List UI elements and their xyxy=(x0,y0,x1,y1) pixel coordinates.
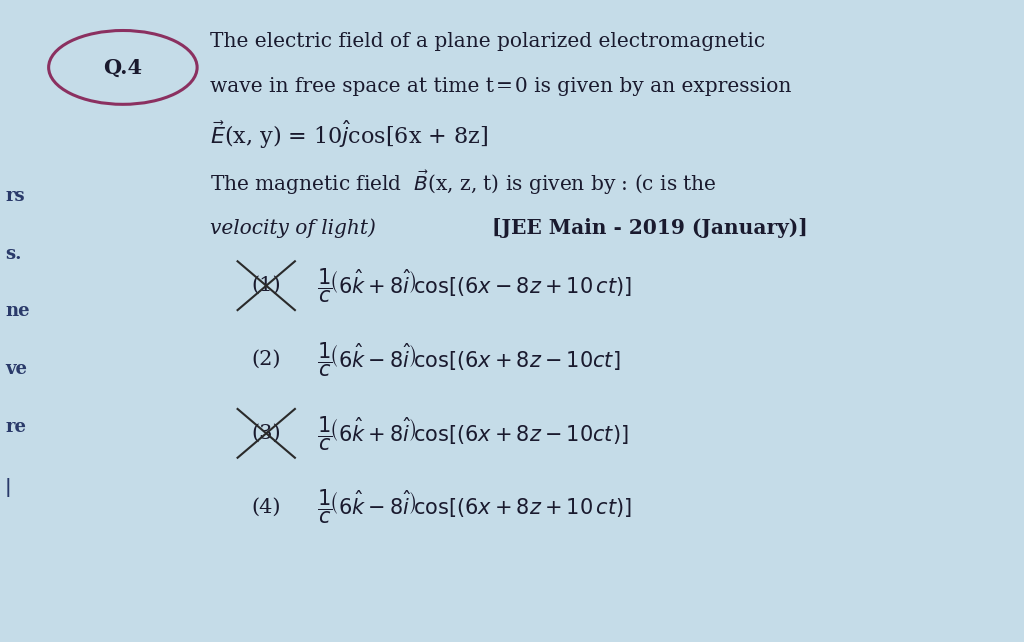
Text: [JEE Main - 2019 (January)]: [JEE Main - 2019 (January)] xyxy=(492,218,807,238)
Text: ne: ne xyxy=(5,302,30,320)
Text: re: re xyxy=(5,418,27,436)
Text: $\dfrac{1}{c}\!\left(6\hat{k}+8\hat{i}\right)\!\cos\!\left[(6x+8z-10ct)\right]$: $\dfrac{1}{c}\!\left(6\hat{k}+8\hat{i}\r… xyxy=(317,414,629,453)
Text: $\dfrac{1}{c}\!\left(6\hat{k}-8\hat{i}\right)\!\cos\!\left[(6x+8z+10\,ct)\right]: $\dfrac{1}{c}\!\left(6\hat{k}-8\hat{i}\r… xyxy=(317,488,633,526)
Text: (4): (4) xyxy=(252,498,281,517)
Text: $\vec{E}$(x, y) = 10$\hat{j}$cos[6x + 8z]: $\vec{E}$(x, y) = 10$\hat{j}$cos[6x + 8z… xyxy=(210,118,488,152)
Text: rs: rs xyxy=(5,187,25,205)
Text: $\dfrac{1}{c}\!\left(6\hat{k}+8\hat{i}\right)\!\cos\!\left[(6x-8z+10\,ct)\right]: $\dfrac{1}{c}\!\left(6\hat{k}+8\hat{i}\r… xyxy=(317,266,633,305)
Text: s.: s. xyxy=(5,245,22,263)
Text: |: | xyxy=(5,478,11,498)
Text: (2): (2) xyxy=(252,350,281,369)
Text: velocity of light): velocity of light) xyxy=(210,218,376,238)
Text: (3): (3) xyxy=(252,424,281,443)
Text: (1): (1) xyxy=(252,276,281,295)
Text: ve: ve xyxy=(5,360,27,378)
Text: Q.4: Q.4 xyxy=(103,57,142,78)
Text: The magnetic field  $\vec{B}$(x, z, t) is given by : (c is the: The magnetic field $\vec{B}$(x, z, t) is… xyxy=(210,169,717,197)
Text: wave in free space at time t = 0 is given by an expression: wave in free space at time t = 0 is give… xyxy=(210,77,792,96)
Text: The electric field of a plane polarized electromagnetic: The electric field of a plane polarized … xyxy=(210,32,765,51)
Text: $\dfrac{1}{c}\!\left(6\hat{k}-8\hat{i}\right)\!\cos\!\left[(6x+8z-10ct\right]$: $\dfrac{1}{c}\!\left(6\hat{k}-8\hat{i}\r… xyxy=(317,340,621,379)
